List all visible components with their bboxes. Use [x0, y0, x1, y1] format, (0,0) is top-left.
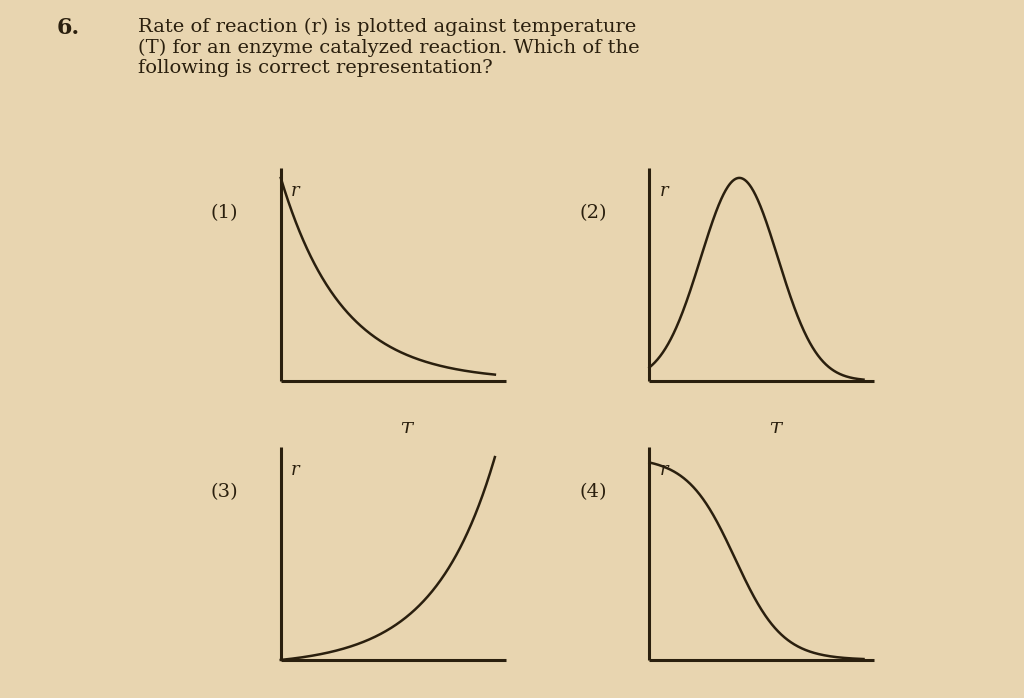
Text: T: T: [769, 422, 780, 440]
Text: (2): (2): [580, 204, 606, 222]
Text: r: r: [291, 461, 299, 480]
Text: r: r: [659, 182, 668, 200]
Text: T: T: [400, 422, 412, 440]
Text: r: r: [659, 461, 668, 480]
Text: (T) for an enzyme catalyzed reaction. Which of the: (T) for an enzyme catalyzed reaction. Wh…: [138, 38, 640, 57]
Text: (3): (3): [211, 483, 239, 501]
Text: r: r: [291, 182, 299, 200]
Text: (1): (1): [211, 204, 238, 222]
Text: following is correct representation?: following is correct representation?: [138, 59, 493, 77]
Text: (4): (4): [580, 483, 606, 501]
Text: 6.: 6.: [56, 17, 80, 40]
Text: Rate of reaction (r) is plotted against temperature: Rate of reaction (r) is plotted against …: [138, 17, 637, 36]
